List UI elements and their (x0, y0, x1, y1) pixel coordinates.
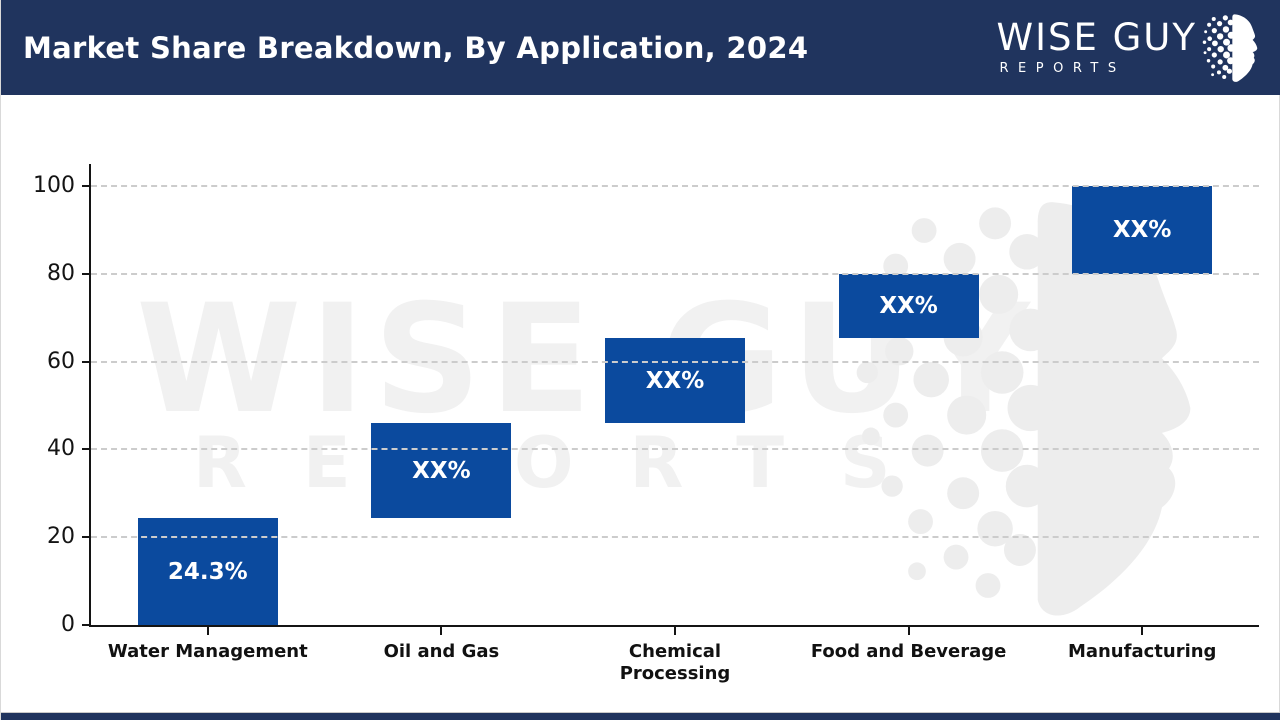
bar-manufacturing (1072, 186, 1213, 274)
bar-chemical-processing (605, 338, 745, 424)
bar-value-label-oil-and-gas: XX% (412, 457, 471, 484)
chart-title: Market Share Breakdown, By Application, … (23, 30, 809, 65)
y-axis-tick-label: 100 (33, 173, 75, 198)
bar-value-label-food-and-beverage: XX% (879, 293, 938, 320)
x-axis-tick-oil-and-gas (440, 627, 443, 635)
y-axis-line (89, 164, 91, 627)
x-axis-line (89, 625, 1259, 627)
x-category-label-food-and-beverage: Food and Beverage (810, 641, 1007, 662)
y-axis-tick-80 (82, 272, 91, 275)
y-axis-tick-label: 20 (47, 524, 75, 550)
brand-subtitle: REPORTS (999, 61, 1126, 76)
y-axis-tick-60 (82, 360, 91, 363)
watermark-reports-text: REPORTS (193, 422, 947, 504)
bar-oil-and-gas (371, 423, 512, 519)
y-axis-tick-label: 0 (61, 612, 75, 637)
brand-name: WISE GUY (996, 16, 1197, 59)
brand-logo: WISE GUY REPORTS (997, 13, 1259, 83)
footer-band (1, 712, 1280, 720)
x-category-label-water-management: Water Management (107, 641, 308, 662)
y-axis-tick-label: 40 (47, 436, 75, 462)
brand-logo-text: WISE GUY REPORTS (997, 19, 1197, 76)
y-axis-tick-40 (82, 448, 91, 451)
gridline-60 (91, 360, 1259, 363)
bar-water-management (137, 518, 278, 625)
x-axis-tick-manufacturing (1141, 627, 1144, 635)
x-axis-tick-food-and-beverage (907, 627, 910, 635)
x-axis-tick-water-management (206, 627, 209, 635)
y-axis-tick-100 (82, 185, 91, 187)
gridline-20 (91, 536, 1259, 539)
x-category-label-oil-and-gas: Oil and Gas (383, 641, 500, 662)
gridline-40 (91, 448, 1259, 451)
gridline-80 (91, 272, 1259, 275)
bar-value-label-chemical-processing: XX% (645, 367, 705, 394)
y-axis-tick-20 (82, 536, 91, 539)
bar-value-label-manufacturing: XX% (1112, 216, 1172, 243)
y-axis-tick-label: 60 (47, 348, 75, 374)
header-band: Market Share Breakdown, By Application, … (1, 0, 1280, 95)
brand-dotted-face-icon (1201, 13, 1259, 83)
y-axis-tick-0 (82, 624, 91, 626)
x-axis-tick-chemical-processing (674, 627, 676, 635)
bar-food-and-beverage (838, 273, 979, 339)
gridline-100 (91, 185, 1259, 187)
x-category-label-chemical-processing: Chemical Processing (619, 641, 731, 684)
bar-value-label-water-management: 24.3% (167, 558, 248, 585)
y-axis-tick-label: 80 (47, 260, 75, 286)
x-category-label-manufacturing: Manufacturing (1067, 641, 1217, 662)
